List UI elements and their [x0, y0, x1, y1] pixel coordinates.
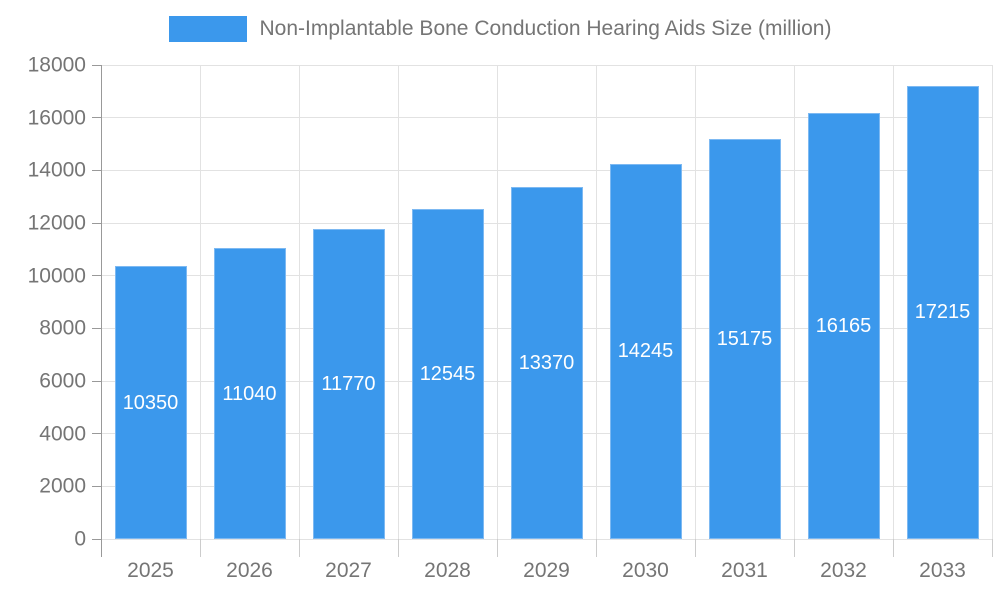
x-axis-category-label: 2029	[523, 559, 570, 582]
x-axis-tick	[793, 539, 795, 557]
bar-value-label: 10350	[122, 391, 179, 414]
y-axis-tick	[92, 169, 101, 171]
bar-value-label: 13370	[518, 351, 575, 374]
y-axis-tick	[92, 327, 101, 329]
x-axis-tick	[892, 539, 894, 557]
x-axis-tick	[694, 539, 696, 557]
gridline-vertical	[694, 65, 696, 539]
y-axis-tick-label: 12000	[27, 211, 86, 235]
y-axis-tick-label: 14000	[27, 158, 86, 182]
x-axis-tick	[991, 539, 993, 557]
bar: 16165	[807, 113, 880, 539]
bar: 13370	[510, 186, 583, 539]
chart-legend[interactable]: Non-Implantable Bone Conduction Hearing …	[0, 16, 1000, 42]
bar-value-label: 17215	[914, 301, 971, 324]
x-axis-category-label: 2030	[622, 559, 669, 582]
y-axis-tick-label: 8000	[39, 316, 86, 340]
x-axis-tick	[397, 539, 399, 557]
bar-value-label: 11040	[222, 382, 277, 405]
x-axis-tick	[496, 539, 498, 557]
x-axis-category-label: 2026	[226, 559, 273, 582]
gridline-horizontal	[101, 538, 992, 540]
y-axis-tick	[92, 222, 101, 224]
gridline-vertical	[496, 65, 498, 539]
legend-swatch	[168, 16, 247, 42]
gridline-vertical	[595, 65, 597, 539]
gridline-vertical	[298, 65, 300, 539]
x-axis-tick	[199, 539, 201, 557]
y-axis-tick-label: 10000	[27, 264, 86, 288]
legend-label: Non-Implantable Bone Conduction Hearing …	[259, 17, 832, 40]
y-axis-tick	[92, 538, 101, 540]
gridline-vertical	[991, 65, 993, 539]
y-axis-tick	[92, 64, 101, 66]
bar: 12545	[411, 208, 484, 539]
gridline-horizontal	[101, 64, 992, 66]
bar: 14245	[609, 163, 682, 539]
gridline-vertical	[892, 65, 894, 539]
bar: 10350	[114, 266, 187, 539]
bar: 11770	[312, 229, 385, 539]
gridline-horizontal	[101, 117, 992, 119]
gridline-vertical	[199, 65, 201, 539]
x-axis-tick	[298, 539, 300, 557]
x-axis-tick	[595, 539, 597, 557]
y-axis-tick-label: 6000	[39, 369, 86, 393]
bar-value-label: 16165	[815, 315, 872, 338]
gridline-vertical	[793, 65, 795, 539]
y-axis-tick-label: 4000	[39, 422, 86, 446]
y-axis-tick	[92, 433, 101, 435]
gridline-vertical	[397, 65, 399, 539]
gridline-horizontal	[101, 169, 992, 171]
y-axis-tick	[92, 380, 101, 382]
bar: 15175	[708, 139, 781, 539]
y-axis-tick	[92, 117, 101, 119]
x-axis-category-label: 2032	[820, 559, 867, 582]
plot-area: 0 2000 4000 6000 8000 10000 12000 14000 16000 180…	[28, 55, 993, 581]
y-axis-tick-label: 2000	[39, 474, 86, 498]
y-axis-line	[101, 65, 102, 557]
bar-value-label: 14245	[617, 340, 674, 363]
bar-value-label: 15175	[716, 328, 773, 351]
x-axis-category-label: 2028	[424, 559, 471, 582]
y-axis-tick-label: 0	[74, 527, 86, 551]
y-axis-tick	[92, 275, 101, 277]
x-axis-category-label: 2033	[919, 559, 966, 582]
y-axis-tick-label: 16000	[27, 106, 86, 130]
x-axis-category-label: 2027	[325, 559, 372, 582]
bar: 17215	[906, 85, 979, 539]
bar: 11040	[213, 248, 286, 539]
bar-value-label: 11770	[321, 373, 376, 396]
y-axis-tick-label: 18000	[27, 53, 86, 77]
bar-value-label: 12545	[419, 362, 476, 385]
x-axis-category-label: 2025	[127, 559, 174, 582]
x-axis-category-label: 2031	[721, 559, 768, 582]
y-axis-tick	[92, 485, 101, 487]
